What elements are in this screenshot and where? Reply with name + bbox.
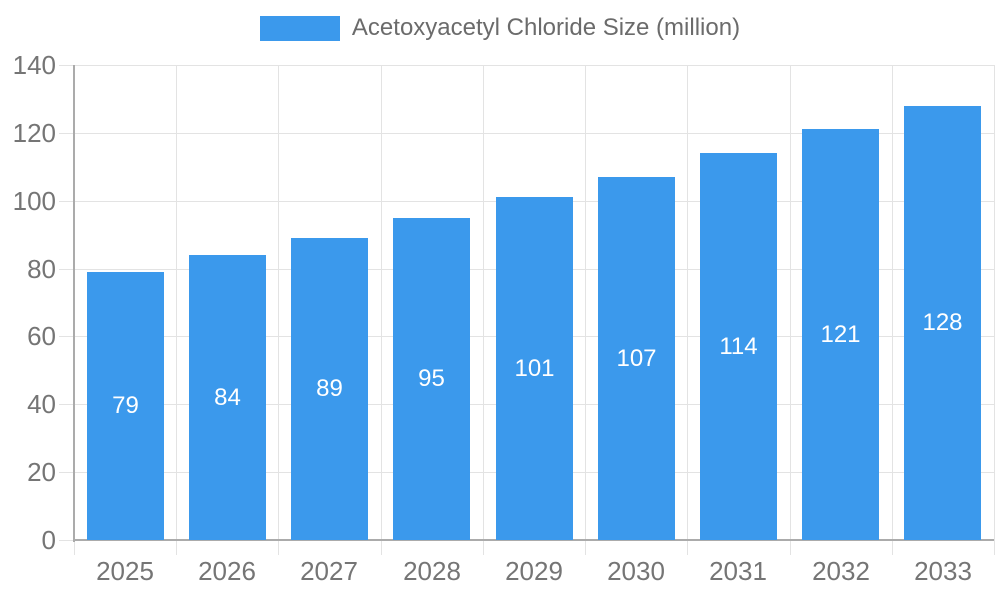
legend-swatch-icon	[259, 15, 340, 41]
y-tick-label: 120	[12, 118, 56, 148]
y-axis-tick	[59, 133, 74, 134]
y-tick-label: 80	[27, 254, 56, 284]
x-tick-label: 2033	[914, 556, 972, 586]
x-axis-line	[73, 539, 994, 541]
x-tick-label: 2028	[403, 556, 461, 586]
y-tick-label: 100	[12, 186, 56, 216]
x-tick-label: 2025	[96, 556, 154, 586]
y-tick-label: 0	[41, 525, 56, 555]
x-tick-label: 2031	[709, 556, 767, 586]
x-axis-tick	[278, 540, 279, 555]
legend: Acetoxyacetyl Chloride Size (million)	[0, 14, 1000, 42]
bar[interactable]: 101	[496, 197, 573, 540]
y-axis-tick	[59, 201, 74, 202]
bar-value-label: 89	[316, 375, 343, 402]
bar-value-label: 101	[514, 355, 555, 382]
bar-value-label: 128	[922, 309, 963, 336]
x-axis-tick	[483, 540, 484, 555]
gridline-vertical	[585, 65, 586, 540]
bar[interactable]: 114	[700, 153, 777, 540]
y-tick-label: 60	[27, 321, 56, 351]
y-tick-label: 140	[12, 50, 56, 80]
bar-value-label: 121	[820, 321, 861, 348]
x-axis-tick	[892, 540, 893, 555]
gridline-vertical	[381, 65, 382, 540]
legend-label: Acetoxyacetyl Chloride Size (million)	[351, 14, 741, 41]
legend-item[interactable]: Acetoxyacetyl Chloride Size (million)	[259, 14, 741, 42]
x-axis-tick	[687, 540, 688, 555]
gridline-vertical	[790, 65, 791, 540]
bar[interactable]: 89	[291, 238, 368, 540]
bar[interactable]: 128	[904, 106, 981, 540]
x-tick-label: 2032	[812, 556, 870, 586]
gridline-horizontal	[74, 65, 994, 66]
x-axis-tick	[381, 540, 382, 555]
gridline-vertical	[892, 65, 893, 540]
bar-value-label: 84	[214, 384, 241, 411]
y-axis-tick	[59, 540, 74, 541]
x-axis-tick	[994, 540, 995, 555]
y-tick-label: 20	[27, 457, 56, 487]
x-axis-tick	[176, 540, 177, 555]
x-tick-label: 2027	[300, 556, 358, 586]
y-axis-tick	[59, 472, 74, 473]
bar[interactable]: 84	[189, 255, 266, 540]
bar[interactable]: 95	[393, 218, 470, 540]
gridline-horizontal	[74, 133, 994, 134]
x-axis-tick	[74, 540, 75, 555]
bar-value-label: 95	[418, 365, 445, 392]
gridline-vertical	[994, 65, 995, 540]
y-axis-tick	[59, 336, 74, 337]
bar[interactable]: 121	[802, 129, 879, 540]
x-tick-label: 2030	[607, 556, 665, 586]
bar-value-label: 79	[112, 392, 139, 419]
bar[interactable]: 79	[87, 272, 164, 540]
gridline-vertical	[176, 65, 177, 540]
y-axis-tick	[59, 269, 74, 270]
bar[interactable]: 107	[598, 177, 675, 540]
y-axis-tick	[59, 65, 74, 66]
gridline-vertical	[687, 65, 688, 540]
x-axis-tick	[790, 540, 791, 555]
x-axis-tick	[585, 540, 586, 555]
y-axis-tick	[59, 404, 74, 405]
gridline-vertical	[278, 65, 279, 540]
y-axis-line	[73, 65, 75, 542]
y-tick-label: 40	[27, 389, 56, 419]
bar-value-label: 114	[719, 333, 758, 360]
gridline-vertical	[483, 65, 484, 540]
bar-value-label: 107	[616, 345, 657, 372]
x-tick-label: 2026	[198, 556, 256, 586]
x-tick-label: 2029	[505, 556, 563, 586]
